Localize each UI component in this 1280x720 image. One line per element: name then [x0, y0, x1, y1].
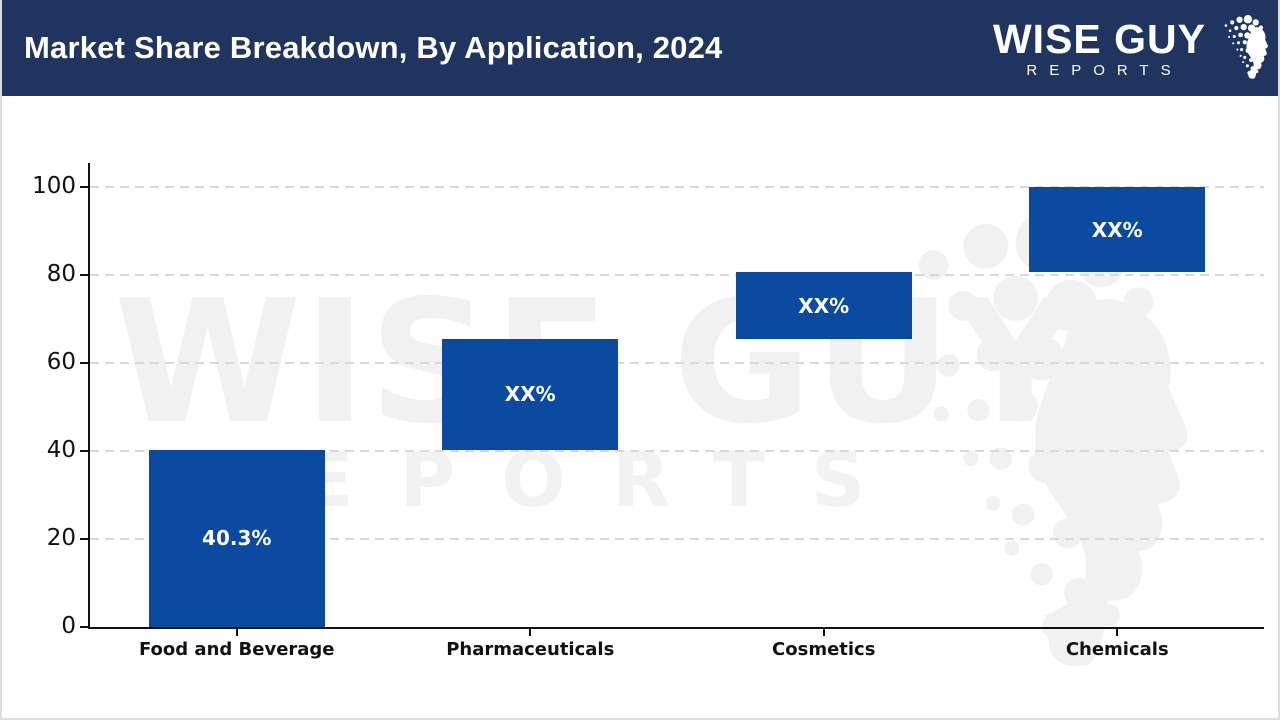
gridline-20	[90, 538, 1264, 540]
bar-value-label: XX%	[798, 293, 850, 318]
category-label: Pharmaceuticals	[446, 639, 615, 660]
bar-food-and-beverage: 40.3%	[148, 449, 325, 627]
y-tick-label: 60	[46, 349, 76, 375]
y-tick-mark	[80, 538, 88, 540]
bar-pharmaceuticals: XX%	[442, 338, 619, 450]
bar-cosmetics: XX%	[735, 272, 912, 339]
gridline-60	[90, 362, 1264, 364]
category-label: Chemicals	[1065, 639, 1169, 660]
logo-wordmark: WISE GUY REPORTS	[992, 15, 1206, 79]
y-tick-mark	[80, 186, 88, 188]
x-tick-mark	[235, 629, 238, 636]
logo-subname-text: REPORTS	[1026, 61, 1183, 79]
y-tick-label: 80	[46, 261, 76, 287]
x-tick-mark	[822, 629, 825, 636]
x-axis-line	[88, 627, 1264, 629]
category-label: Cosmetics	[772, 639, 876, 660]
logo-name-text: WISE GUY	[992, 15, 1206, 62]
y-tick-mark	[80, 274, 88, 276]
chart-title: Market Share Breakdown, By Application, …	[24, 30, 723, 65]
gridline-100	[90, 186, 1264, 188]
bar-value-label: 40.3%	[202, 526, 272, 551]
x-tick-mark	[529, 629, 532, 636]
bar-value-label: XX%	[1091, 217, 1143, 242]
y-tick-mark	[80, 362, 88, 364]
header-bar: Market Share Breakdown, By Application, …	[2, 0, 1278, 96]
y-tick-mark	[80, 450, 88, 452]
y-tick-label: 40	[46, 437, 76, 463]
y-tick-mark	[80, 626, 88, 628]
bar-value-label: XX%	[504, 382, 556, 407]
gridline-80	[90, 274, 1264, 276]
category-label: Food and Beverage	[138, 639, 335, 660]
y-tick-label: 100	[32, 173, 76, 199]
wise-guy-reports-logo: WISE GUY REPORTS	[993, 14, 1268, 82]
gridline-40	[90, 450, 1264, 452]
y-axis-line	[88, 163, 90, 629]
x-tick-mark	[1116, 629, 1119, 636]
y-tick-label: 0	[61, 613, 76, 639]
y-tick-label: 20	[46, 525, 76, 551]
bar-chemicals: XX%	[1029, 187, 1206, 273]
